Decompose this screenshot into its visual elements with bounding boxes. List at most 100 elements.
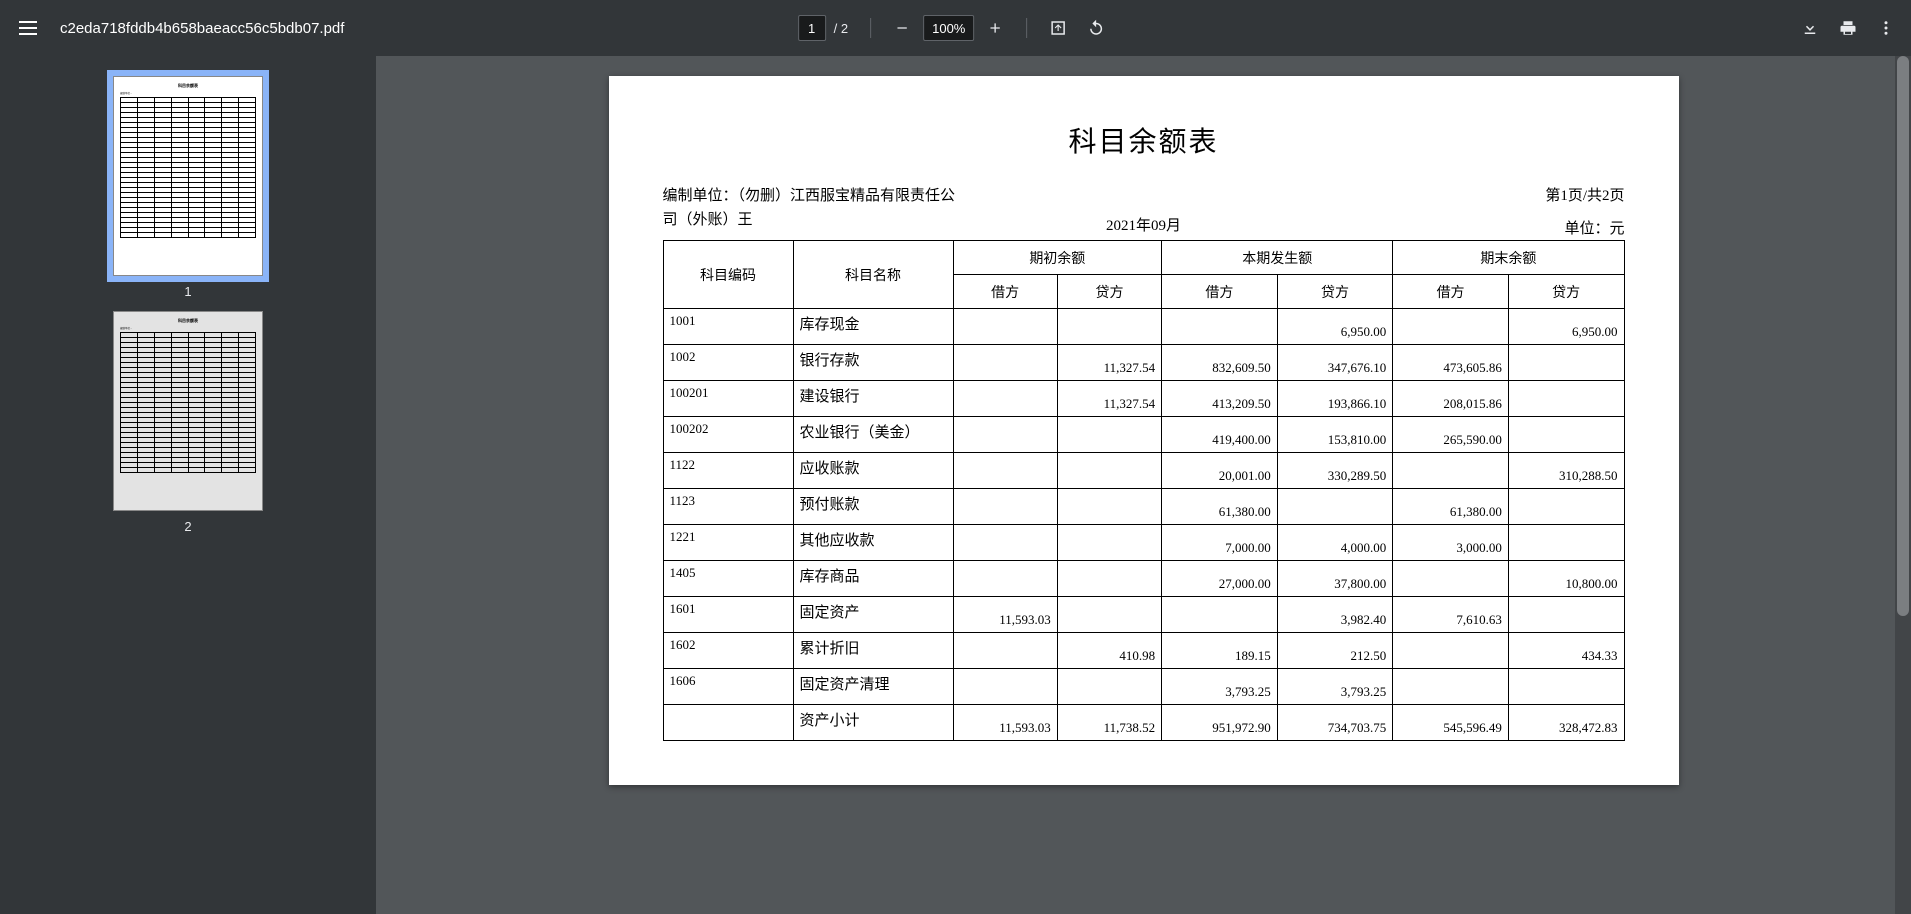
cell-period-debit: 27,000.00 xyxy=(1162,561,1278,597)
toolbar-right xyxy=(1793,11,1903,45)
cell-open-credit xyxy=(1057,309,1161,345)
cell-code: 1601 xyxy=(663,597,793,633)
toolbar-center: / 2 100% xyxy=(798,11,1114,45)
filename-label: c2eda718fddb4b658baeacc56c5bdb07.pdf xyxy=(60,20,344,37)
table-row: 1601固定资产11,593.03 3,982.407,610.63 xyxy=(663,597,1624,633)
cell-period-debit: 419,400.00 xyxy=(1162,417,1278,453)
cell-open-debit: 11,593.03 xyxy=(953,597,1057,633)
cell-close-debit: 7,610.63 xyxy=(1393,597,1509,633)
pdf-toolbar: c2eda718fddb4b658baeacc56c5bdb07.pdf / 2… xyxy=(0,0,1911,56)
cell-close-debit: 265,590.00 xyxy=(1393,417,1509,453)
col-open-credit: 贷方 xyxy=(1057,275,1161,309)
cell-code xyxy=(663,705,793,741)
cell-close-credit xyxy=(1508,525,1624,561)
cell-code: 1002 xyxy=(663,345,793,381)
pdf-page-1: 科目余额表 编制单位：（勿删）江西服宝精品有限责任公司（外账）王 第1页/共2页… xyxy=(609,76,1679,785)
rotate-button[interactable] xyxy=(1079,11,1113,45)
table-row: 1002银行存款11,327.54832,609.50347,676.10473… xyxy=(663,345,1624,381)
hamburger-icon xyxy=(19,21,37,35)
cell-close-credit: 10,800.00 xyxy=(1508,561,1624,597)
main-area: 科目余额表 编制单位... 1 科目余额表 编制单位... 2 科目余额表 编制… xyxy=(0,56,1911,914)
thumbnail-1[interactable]: 科目余额表 编制单位... xyxy=(113,76,263,276)
col-close-credit: 贷方 xyxy=(1508,275,1624,309)
cell-name: 库存现金 xyxy=(793,309,953,345)
col-open-debit: 借方 xyxy=(953,275,1057,309)
col-period: 本期发生额 xyxy=(1162,241,1393,275)
cell-close-credit xyxy=(1508,417,1624,453)
download-icon xyxy=(1801,19,1819,37)
cell-close-credit: 434.33 xyxy=(1508,633,1624,669)
cell-code: 100202 xyxy=(663,417,793,453)
cell-code: 1122 xyxy=(663,453,793,489)
fit-page-icon xyxy=(1049,19,1067,37)
cell-period-debit: 3,793.25 xyxy=(1162,669,1278,705)
cell-open-debit xyxy=(953,561,1057,597)
menu-button[interactable] xyxy=(8,8,48,48)
fit-page-button[interactable] xyxy=(1041,11,1075,45)
table-row: 1602累计折旧410.98189.15212.50434.33 xyxy=(663,633,1624,669)
cell-open-debit xyxy=(953,669,1057,705)
cell-name: 资产小计 xyxy=(793,705,953,741)
cell-open-debit xyxy=(953,381,1057,417)
table-row: 100202农业银行（美金）419,400.00153,810.00265,59… xyxy=(663,417,1624,453)
minus-icon xyxy=(894,20,910,36)
cell-open-credit: 410.98 xyxy=(1057,633,1161,669)
thumbnail-2[interactable]: 科目余额表 编制单位... xyxy=(113,311,263,511)
cell-period-credit xyxy=(1277,489,1393,525)
table-row: 资产小计11,593.0311,738.52951,972.90734,703.… xyxy=(663,705,1624,741)
cell-name: 固定资产 xyxy=(793,597,953,633)
separator xyxy=(1026,18,1027,38)
cell-open-debit xyxy=(953,633,1057,669)
cell-period-debit: 7,000.00 xyxy=(1162,525,1278,561)
cell-period-credit: 3,982.40 xyxy=(1277,597,1393,633)
cell-name: 库存商品 xyxy=(793,561,953,597)
scrollbar-thumb[interactable] xyxy=(1897,56,1909,616)
table-row: 1606固定资产清理3,793.253,793.25 xyxy=(663,669,1624,705)
cell-open-credit: 11,327.54 xyxy=(1057,345,1161,381)
cell-open-credit xyxy=(1057,669,1161,705)
zoom-level[interactable]: 100% xyxy=(923,15,974,41)
page-viewer[interactable]: 科目余额表 编制单位：（勿删）江西服宝精品有限责任公司（外账）王 第1页/共2页… xyxy=(376,56,1911,914)
cell-period-credit: 153,810.00 xyxy=(1277,417,1393,453)
download-button[interactable] xyxy=(1793,11,1827,45)
cell-open-debit xyxy=(953,345,1057,381)
cell-close-debit xyxy=(1393,453,1509,489)
col-closing: 期末余额 xyxy=(1393,241,1624,275)
cell-open-credit xyxy=(1057,525,1161,561)
cell-code: 100201 xyxy=(663,381,793,417)
cell-code: 1001 xyxy=(663,309,793,345)
cell-period-credit: 212.50 xyxy=(1277,633,1393,669)
cell-period-credit: 347,676.10 xyxy=(1277,345,1393,381)
cell-period-credit: 37,800.00 xyxy=(1277,561,1393,597)
cell-period-debit: 832,609.50 xyxy=(1162,345,1278,381)
cell-code: 1405 xyxy=(663,561,793,597)
zoom-in-button[interactable] xyxy=(978,11,1012,45)
cell-open-credit xyxy=(1057,561,1161,597)
cell-close-debit: 3,000.00 xyxy=(1393,525,1509,561)
cell-close-credit xyxy=(1508,489,1624,525)
table-row: 100201建设银行11,327.54413,209.50193,866.102… xyxy=(663,381,1624,417)
cell-open-credit xyxy=(1057,597,1161,633)
cell-close-credit xyxy=(1508,381,1624,417)
cell-open-debit xyxy=(953,309,1057,345)
col-code: 科目编码 xyxy=(663,241,793,309)
thumbnail-2-label: 2 xyxy=(184,519,191,534)
cell-code: 1602 xyxy=(663,633,793,669)
cell-name: 应收账款 xyxy=(793,453,953,489)
zoom-out-button[interactable] xyxy=(885,11,919,45)
table-row: 1405库存商品 27,000.0037,800.00 10,800.00 xyxy=(663,561,1624,597)
cell-open-credit xyxy=(1057,489,1161,525)
cell-close-credit xyxy=(1508,345,1624,381)
print-button[interactable] xyxy=(1831,11,1865,45)
cell-close-credit: 6,950.00 xyxy=(1508,309,1624,345)
cell-close-debit: 473,605.86 xyxy=(1393,345,1509,381)
more-vert-icon xyxy=(1877,19,1895,37)
plus-icon xyxy=(987,20,1003,36)
cell-close-debit xyxy=(1393,309,1509,345)
print-icon xyxy=(1839,19,1857,37)
document-title: 科目余额表 xyxy=(663,120,1625,160)
col-name: 科目名称 xyxy=(793,241,953,309)
page-number-input[interactable] xyxy=(798,15,826,41)
cell-name: 其他应收款 xyxy=(793,525,953,561)
more-button[interactable] xyxy=(1869,11,1903,45)
